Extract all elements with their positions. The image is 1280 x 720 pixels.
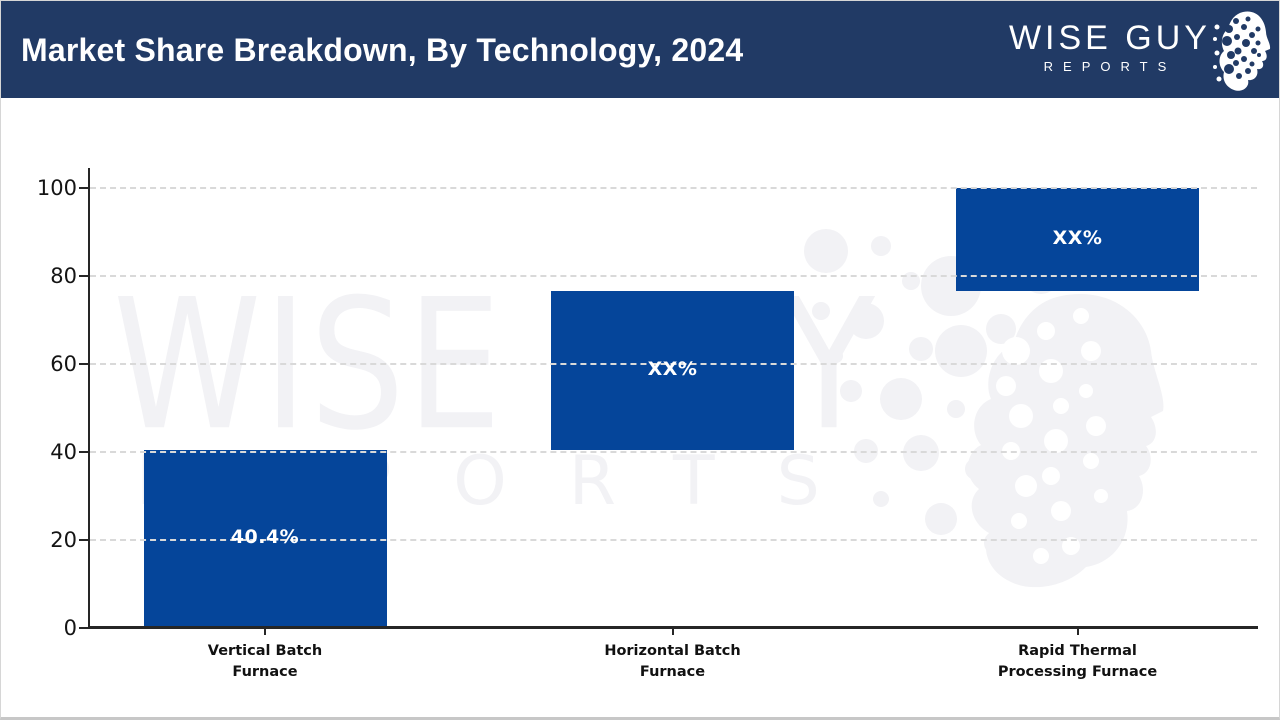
y-tick-mark <box>79 187 88 189</box>
y-tick-label: 80 <box>50 264 77 288</box>
y-tick-mark <box>79 451 88 453</box>
gridline <box>90 275 1257 277</box>
y-tick-mark <box>79 627 88 629</box>
header: Market Share Breakdown, By Technology, 2… <box>1 1 1279 98</box>
x-tick-mark <box>264 628 266 635</box>
logo-wordmark: WISE GUY <box>1008 19 1211 57</box>
y-axis-line <box>88 168 90 629</box>
y-tick-mark <box>79 363 88 365</box>
y-tick-label: 0 <box>63 616 77 640</box>
logo-subtext: REPORTS <box>1043 59 1177 74</box>
category-label-line: Furnace <box>232 664 298 680</box>
y-tick-mark <box>79 539 88 541</box>
category-label: Vertical Batch Furnace <box>105 641 425 683</box>
bar-segment <box>551 291 794 451</box>
y-tick-label: 100 <box>36 176 77 200</box>
wise-guy-logo: WISE GUY REPORTS <box>1009 5 1275 95</box>
bar-value-label: XX% <box>1052 226 1103 249</box>
category-label-line: Processing Furnace <box>997 664 1158 680</box>
x-tick-mark <box>671 628 674 635</box>
gridline <box>90 363 1257 365</box>
y-tick-label: 40 <box>50 440 77 464</box>
category-label-line: Vertical Batch <box>207 643 323 659</box>
logo-face-icon <box>1213 11 1271 91</box>
bar-segment <box>956 188 1199 292</box>
y-tick-label: 20 <box>50 528 77 552</box>
gridline <box>90 187 1257 189</box>
y-tick-mark <box>79 275 88 277</box>
category-label: Rapid Thermal Processing Furnace <box>918 641 1238 683</box>
gridline <box>90 539 1257 541</box>
logo-text: WISE GUY REPORTS <box>1009 19 1211 74</box>
gridline <box>90 451 1257 453</box>
category-label-line: Horizontal Batch <box>604 643 741 659</box>
chart-title: Market Share Breakdown, By Technology, 2… <box>21 32 744 68</box>
bar-value-label: XX% <box>647 357 698 380</box>
x-tick-mark <box>1076 628 1079 635</box>
y-tick-label: 60 <box>50 352 77 376</box>
category-label-line: Rapid Thermal <box>1018 643 1137 659</box>
x-axis-line <box>88 626 1258 629</box>
bar-value-label: 40.4% <box>230 526 300 549</box>
category-label-line: Furnace <box>639 664 706 680</box>
category-label: Horizontal Batch Furnace <box>513 641 833 683</box>
